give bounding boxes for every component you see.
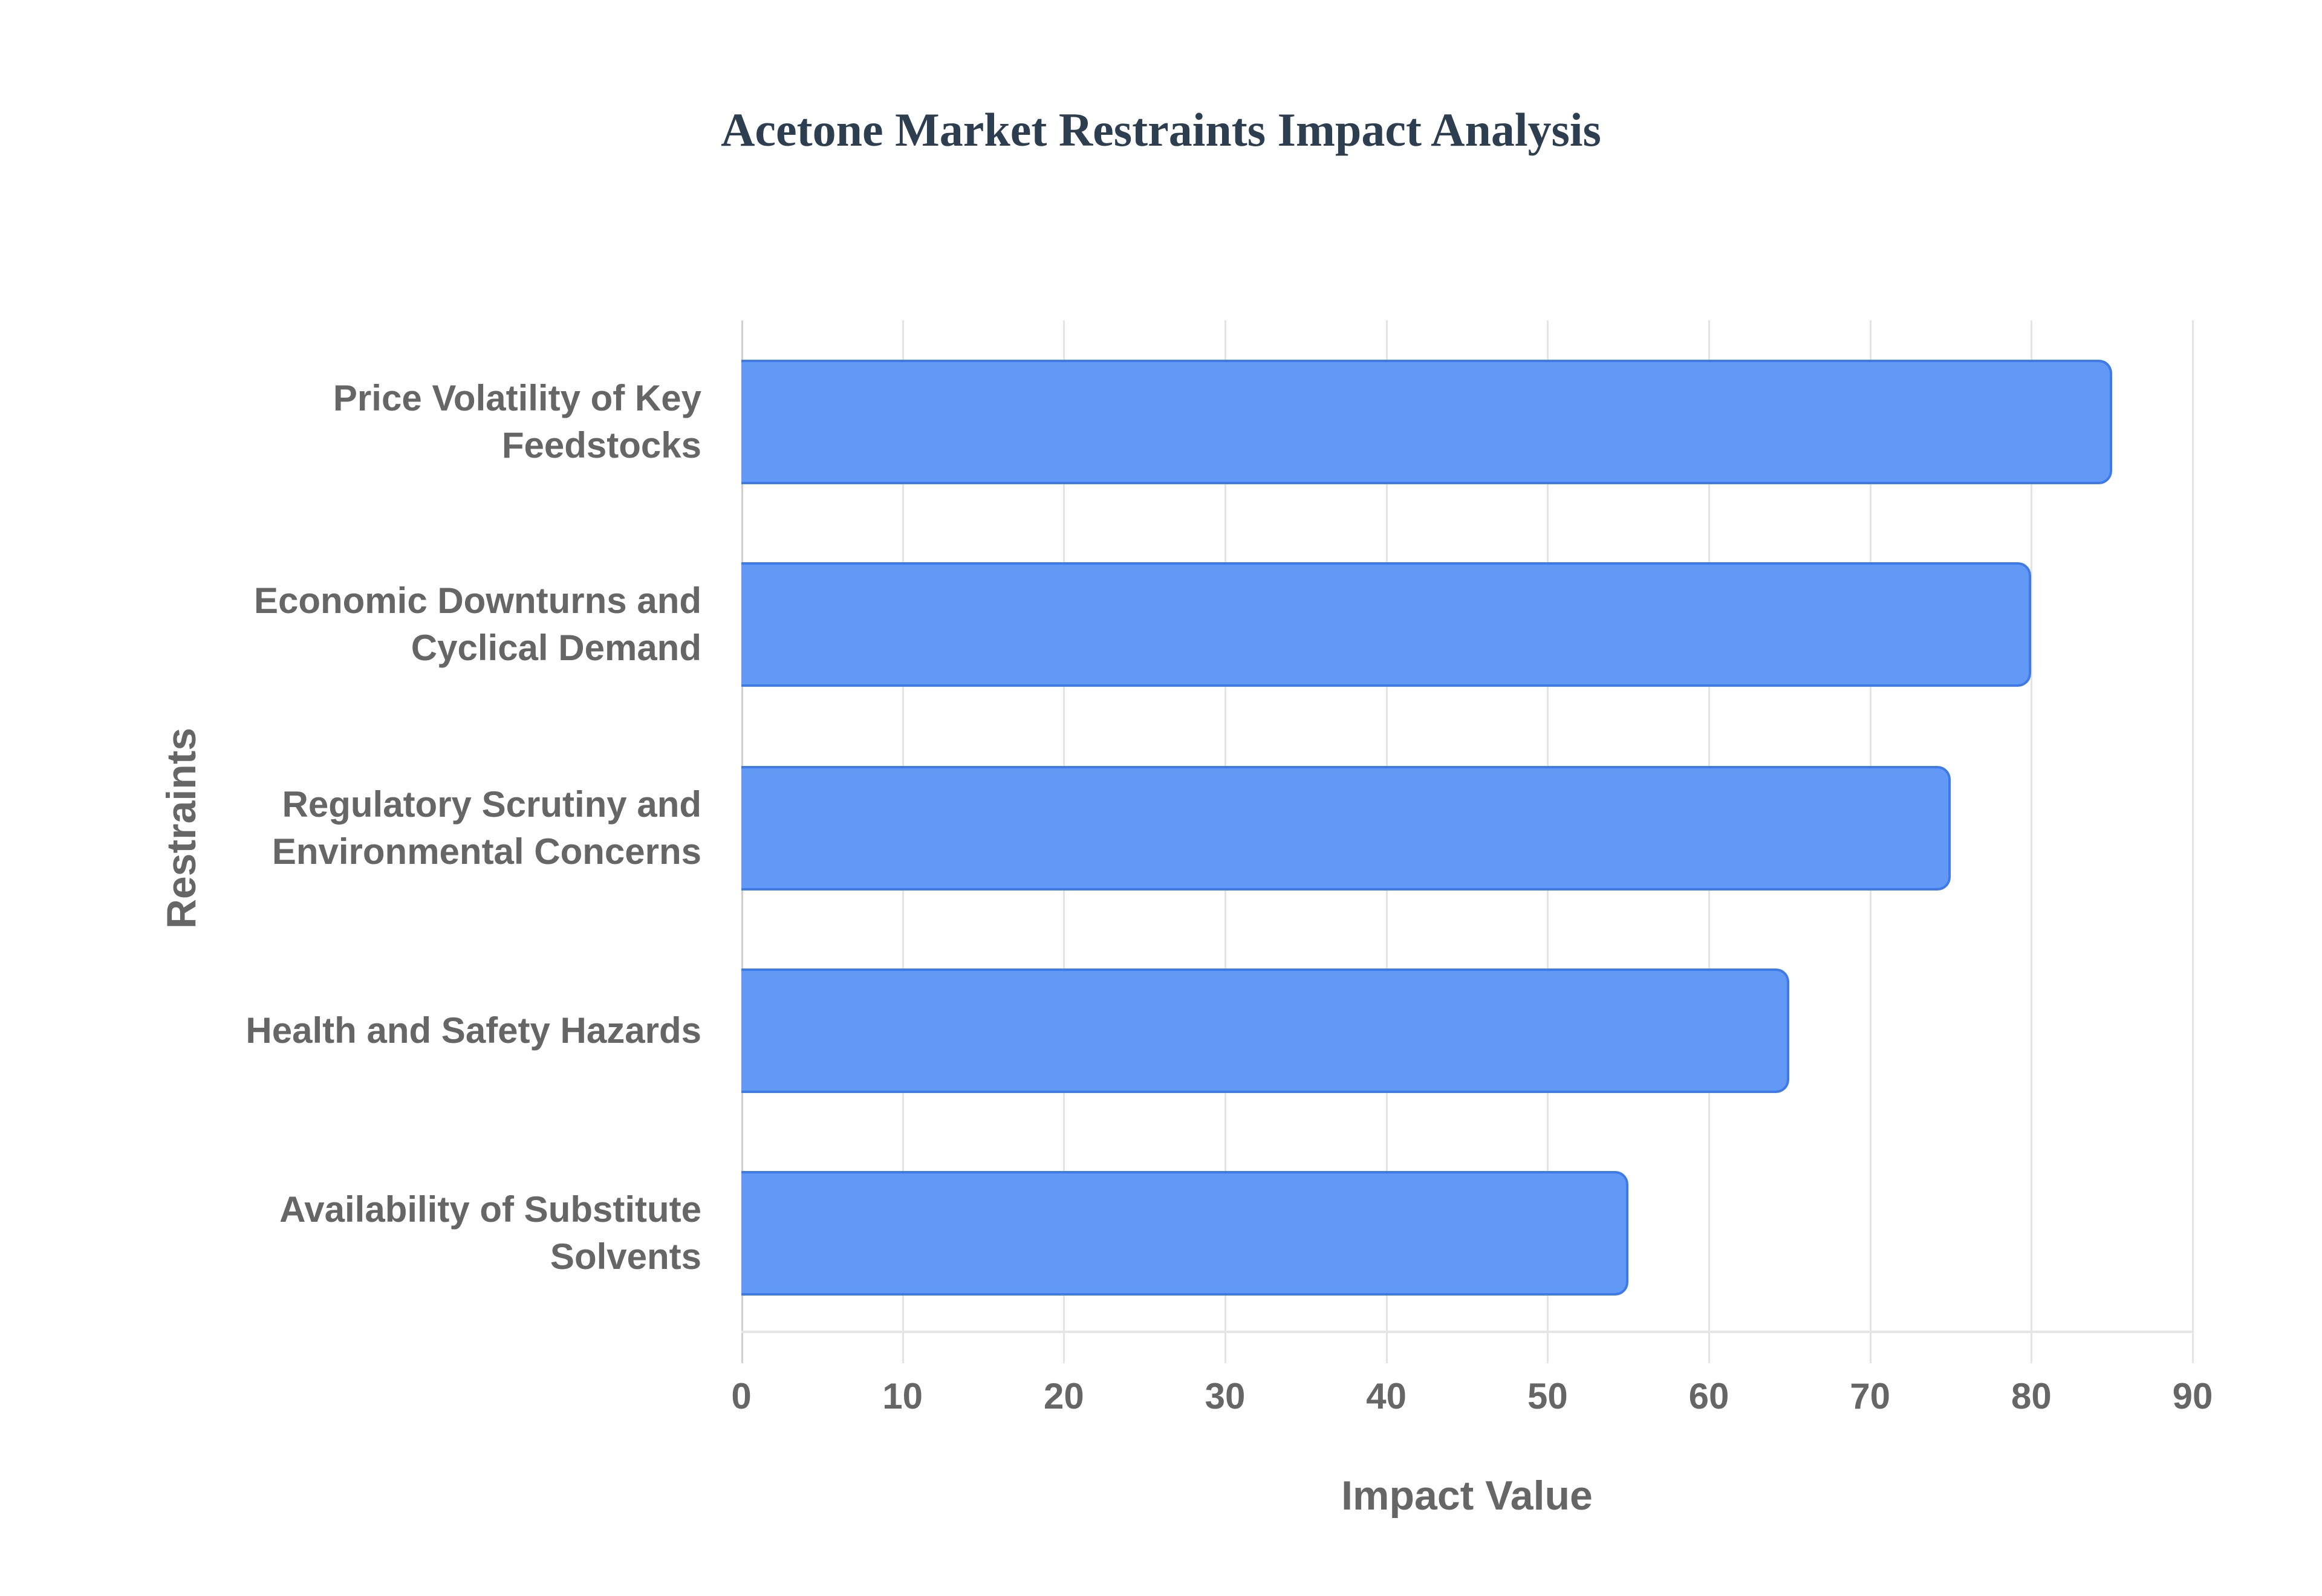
x-tick-label: 20 <box>1043 1376 1084 1416</box>
chart-title: Acetone Market Restraints Impact Analysi… <box>721 103 1601 156</box>
y-tick-label: Price Volatility of Key Feedstocks <box>333 378 701 465</box>
bar[interactable] <box>741 360 2112 484</box>
x-tick-label: 60 <box>1688 1376 1729 1416</box>
x-tick-label: 90 <box>2172 1376 2213 1416</box>
x-tick-label: 40 <box>1366 1376 1407 1416</box>
bar[interactable] <box>741 1171 1628 1296</box>
x-tick-label: 10 <box>882 1376 923 1416</box>
x-tick-label: 0 <box>731 1376 752 1416</box>
x-tick-label: 30 <box>1205 1376 1246 1416</box>
x-axis-line <box>741 1331 2193 1333</box>
x-tick-label: 70 <box>1850 1376 1891 1416</box>
x-tick-label: 80 <box>2011 1376 2052 1416</box>
bar[interactable] <box>741 766 1951 890</box>
plot-area <box>741 320 2194 1363</box>
gridline <box>2192 320 2194 1363</box>
bar[interactable] <box>741 562 2032 687</box>
y-tick-label: Economic Downturns and Cyclical Demand <box>253 580 701 668</box>
y-tick-label: Availability of Substitute Solvents <box>279 1189 701 1277</box>
bar[interactable] <box>741 968 1790 1093</box>
y-tick-label: Health and Safety Hazards <box>246 1010 701 1051</box>
x-axis-title: Impact Value <box>1341 1473 1593 1519</box>
y-tick-label: Regulatory Scrutiny and Environmental Con… <box>272 784 701 872</box>
gridline <box>2031 320 2033 1363</box>
x-tick-label: 50 <box>1527 1376 1568 1416</box>
